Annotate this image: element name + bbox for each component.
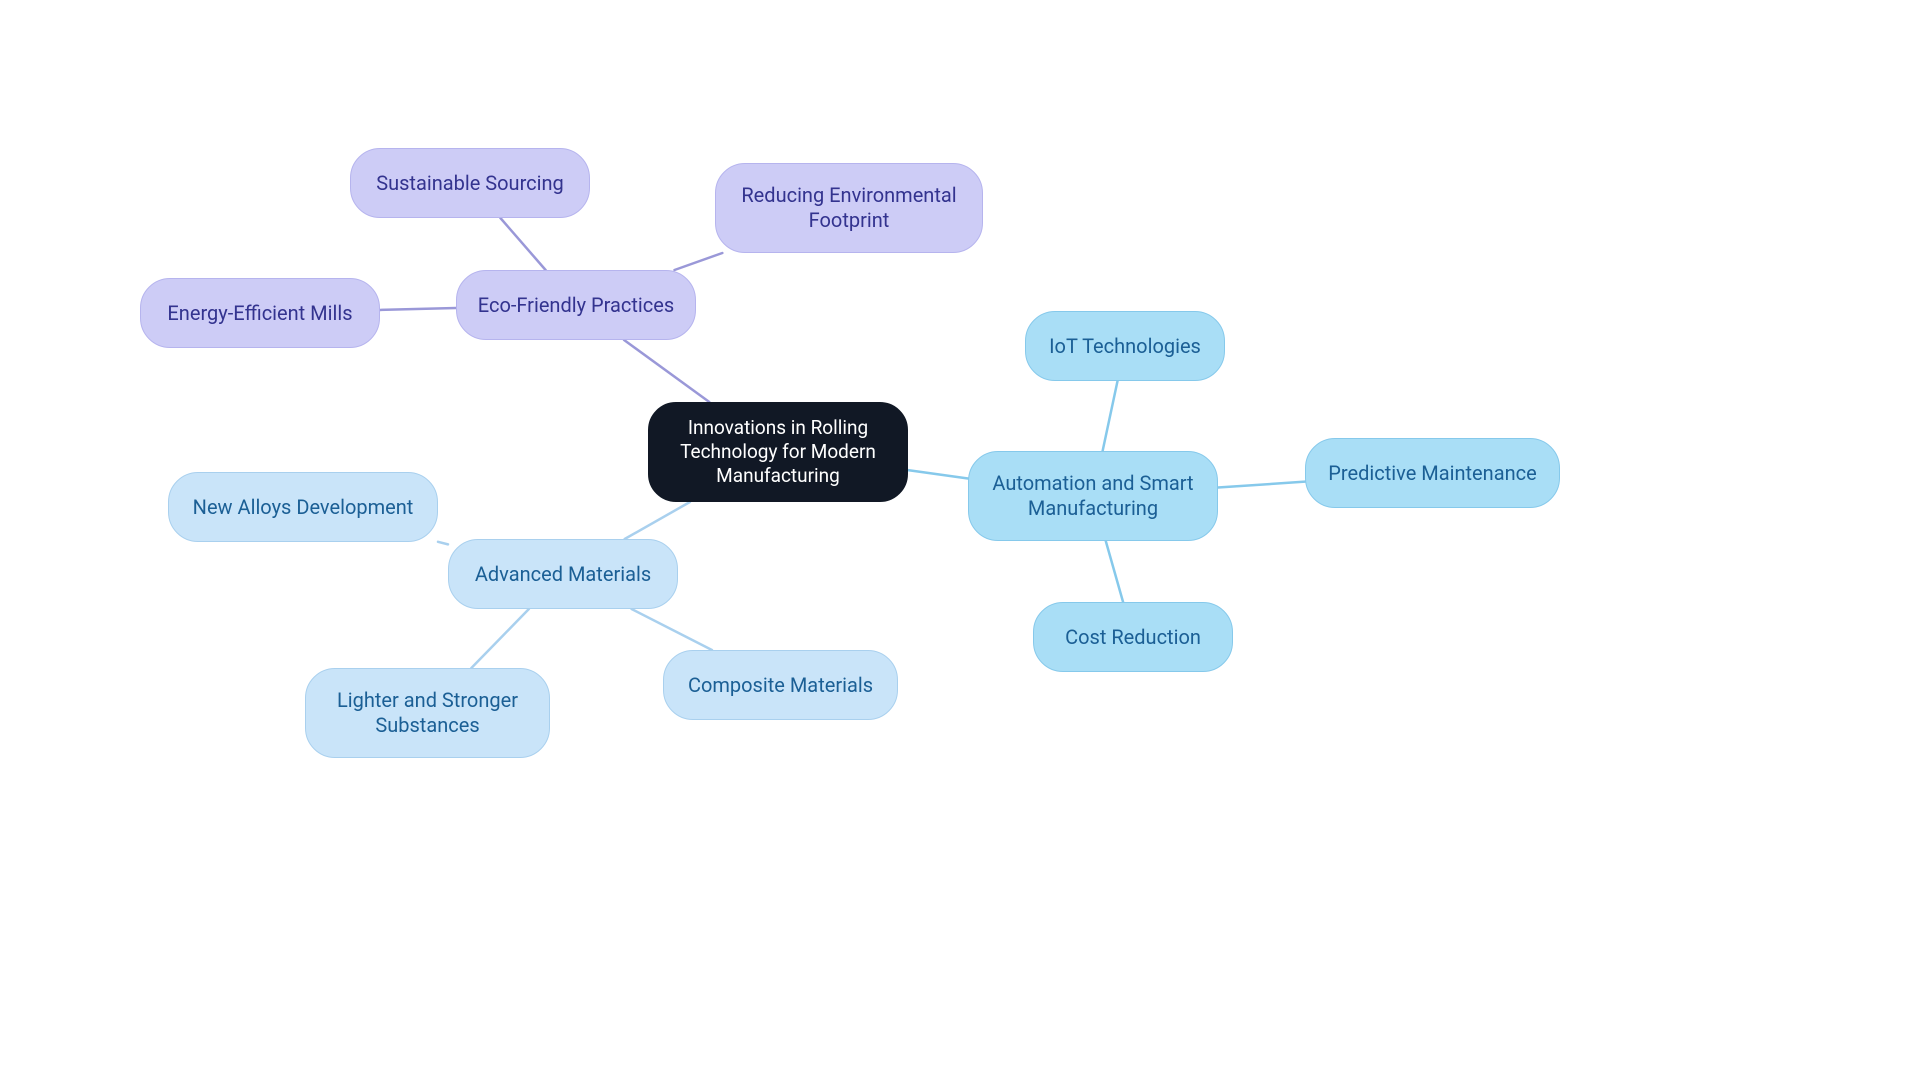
node-label: IoT Technologies [1049, 334, 1201, 359]
edge-eco-eco-footprint [675, 253, 723, 270]
edge-materials-mat-composite [632, 609, 712, 650]
node-mat-alloys: New Alloys Development [168, 472, 438, 542]
edge-materials-mat-alloys [438, 542, 448, 545]
edge-auto-auto-cost [1106, 541, 1123, 602]
node-mat-lighter: Lighter and Stronger Substances [305, 668, 550, 758]
node-materials: Advanced Materials [448, 539, 678, 609]
node-label: Composite Materials [688, 673, 873, 698]
edge-materials-mat-lighter [471, 609, 529, 668]
edge-auto-auto-iot [1103, 381, 1118, 451]
node-eco-sustain: Sustainable Sourcing [350, 148, 590, 218]
node-label: Eco-Friendly Practices [478, 293, 674, 318]
node-label: New Alloys Development [193, 495, 414, 520]
node-label: Sustainable Sourcing [376, 171, 564, 196]
node-label: Cost Reduction [1065, 625, 1201, 650]
edge-eco-eco-mills [380, 308, 456, 310]
node-label: Advanced Materials [475, 562, 651, 587]
node-eco-footprint: Reducing Environmental Footprint [715, 163, 983, 253]
edge-eco-eco-sustain [500, 218, 545, 270]
node-label: Lighter and Stronger Substances [326, 688, 529, 738]
node-eco: Eco-Friendly Practices [456, 270, 696, 340]
node-auto: Automation and Smart Manufacturing [968, 451, 1218, 541]
node-auto-iot: IoT Technologies [1025, 311, 1225, 381]
node-auto-cost: Cost Reduction [1033, 602, 1233, 672]
node-auto-predict: Predictive Maintenance [1305, 438, 1560, 508]
mindmap-canvas: Innovations in Rolling Technology for Mo… [0, 0, 1920, 1083]
node-label: Energy-Efficient Mills [167, 301, 352, 326]
edge-root-materials [625, 502, 690, 539]
node-label: Reducing Environmental Footprint [736, 183, 962, 233]
node-label: Predictive Maintenance [1328, 461, 1536, 486]
edge-auto-auto-predict [1218, 482, 1305, 488]
node-eco-mills: Energy-Efficient Mills [140, 278, 380, 348]
node-root: Innovations in Rolling Technology for Mo… [648, 402, 908, 502]
node-mat-composite: Composite Materials [663, 650, 898, 720]
edge-root-auto [908, 470, 968, 478]
edge-root-eco [624, 340, 709, 402]
node-label: Innovations in Rolling Technology for Mo… [669, 416, 887, 487]
node-label: Automation and Smart Manufacturing [989, 471, 1197, 521]
